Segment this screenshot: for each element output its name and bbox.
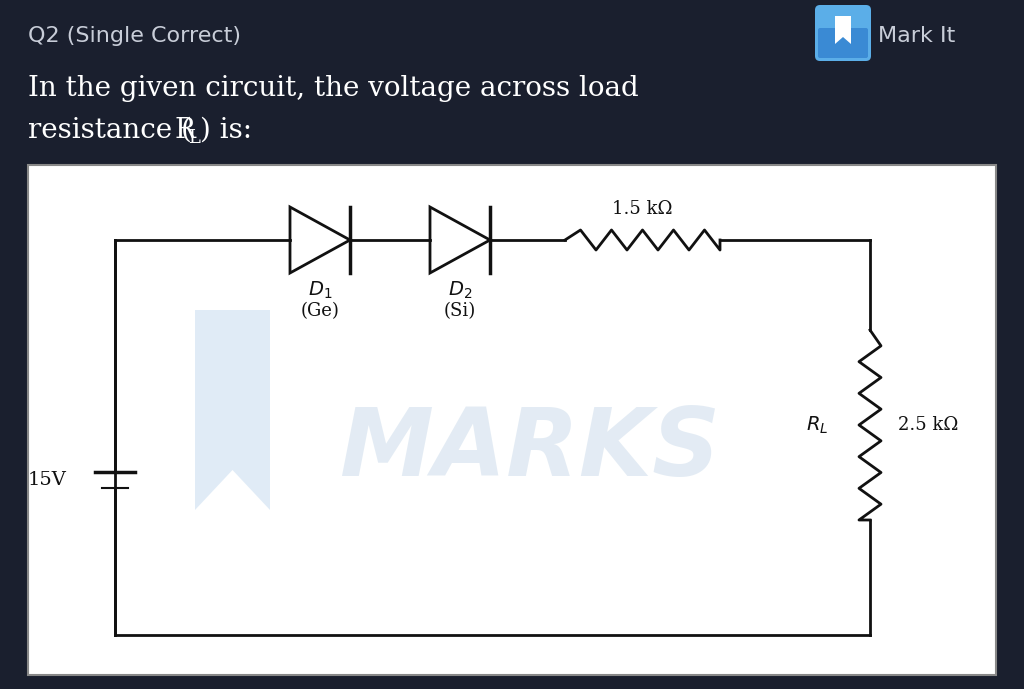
Text: (Si): (Si): [443, 302, 476, 320]
Text: Mark It: Mark It: [878, 26, 955, 46]
Text: $D_2$: $D_2$: [447, 280, 472, 301]
Text: 15V: 15V: [28, 471, 67, 489]
Text: L: L: [188, 129, 200, 147]
Text: (Ge): (Ge): [301, 302, 339, 320]
Text: R: R: [174, 116, 195, 143]
FancyBboxPatch shape: [28, 165, 996, 675]
FancyBboxPatch shape: [818, 28, 868, 58]
Polygon shape: [195, 310, 270, 510]
Text: MARKS: MARKS: [339, 404, 721, 496]
FancyBboxPatch shape: [815, 5, 871, 61]
Text: 1.5 kΩ: 1.5 kΩ: [612, 200, 673, 218]
Text: In the given circuit, the voltage across load: In the given circuit, the voltage across…: [28, 74, 639, 101]
Polygon shape: [835, 16, 851, 44]
Text: resistance (: resistance (: [28, 116, 191, 143]
Text: $D_1$: $D_1$: [308, 280, 332, 301]
Text: ) is:: ) is:: [200, 116, 252, 143]
Text: $R_L$: $R_L$: [806, 414, 828, 435]
Text: 2.5 kΩ: 2.5 kΩ: [898, 416, 958, 434]
Text: Q2 (Single Correct): Q2 (Single Correct): [28, 26, 241, 46]
